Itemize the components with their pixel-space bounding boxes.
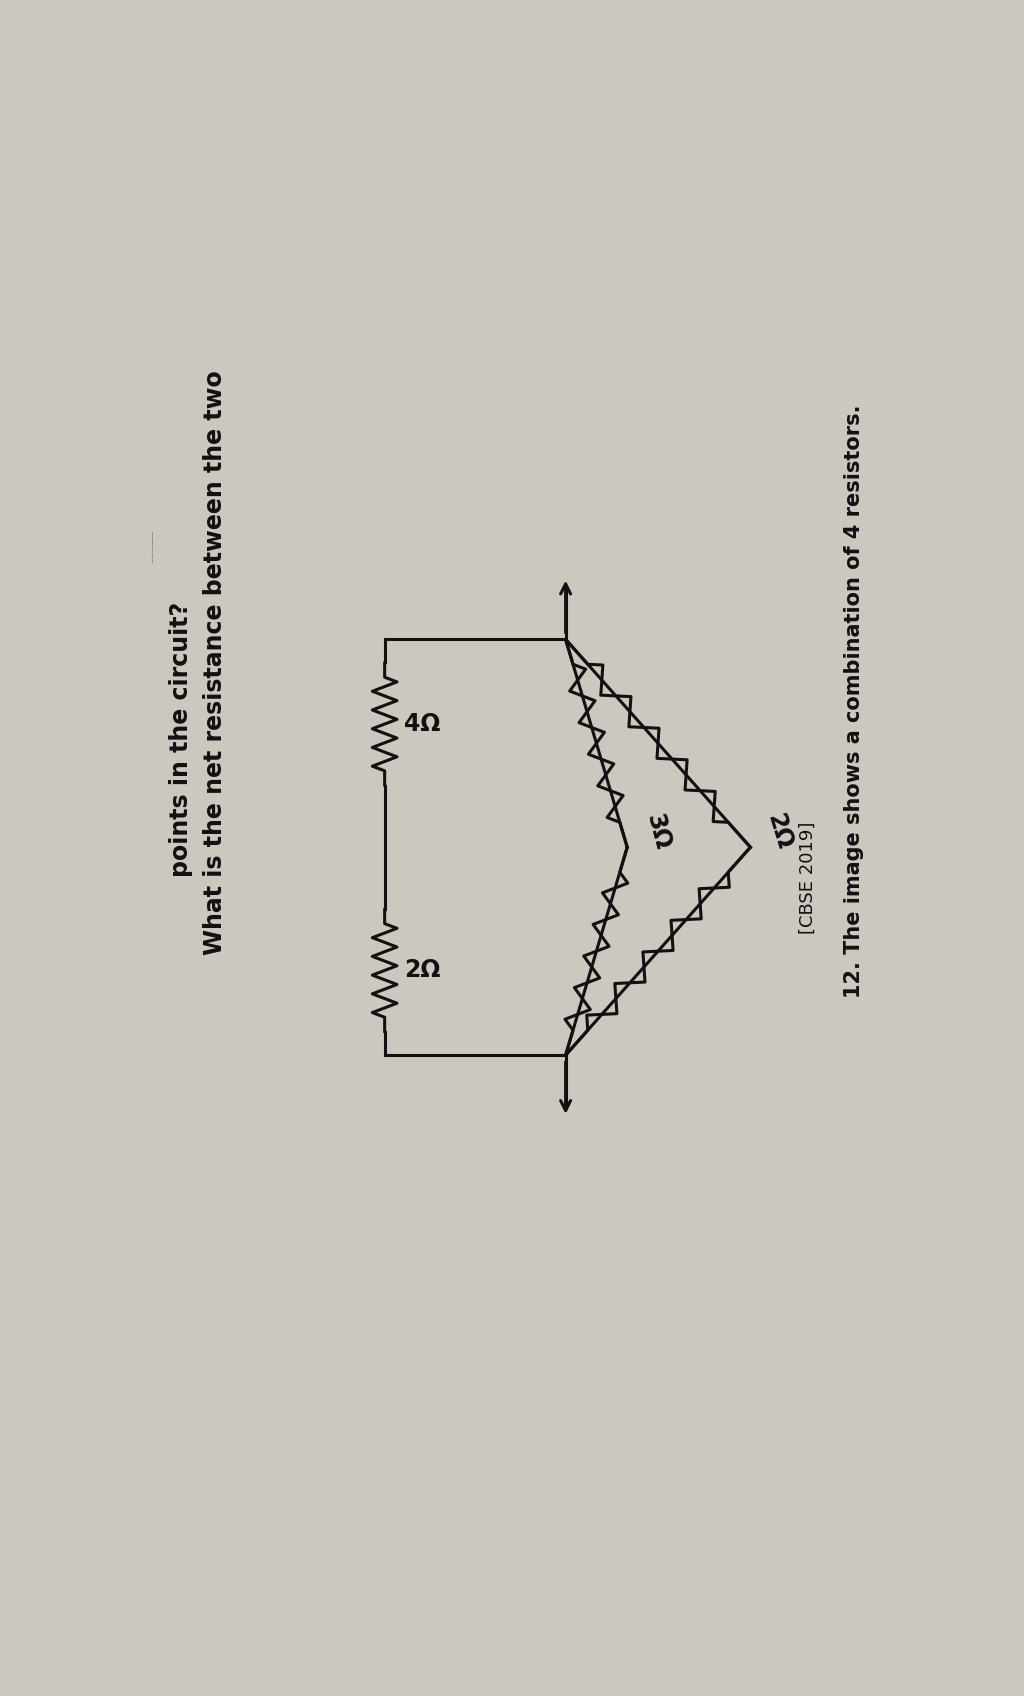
Text: [CBSE 2019]: [CBSE 2019]	[799, 823, 817, 934]
Text: points in the circuit?: points in the circuit?	[169, 602, 193, 877]
Text: 2Ω: 2Ω	[762, 811, 796, 853]
Text: 2Ω: 2Ω	[403, 958, 440, 982]
Text: What is the net resistance between the two: What is the net resistance between the t…	[153, 531, 155, 563]
Text: 3Ω: 3Ω	[641, 811, 674, 853]
Text: What is the net resistance between the two: What is the net resistance between the t…	[203, 370, 227, 955]
Text: 12. The image shows a combination of 4 resistors.: 12. The image shows a combination of 4 r…	[845, 404, 864, 997]
Text: 4Ω: 4Ω	[403, 712, 440, 736]
